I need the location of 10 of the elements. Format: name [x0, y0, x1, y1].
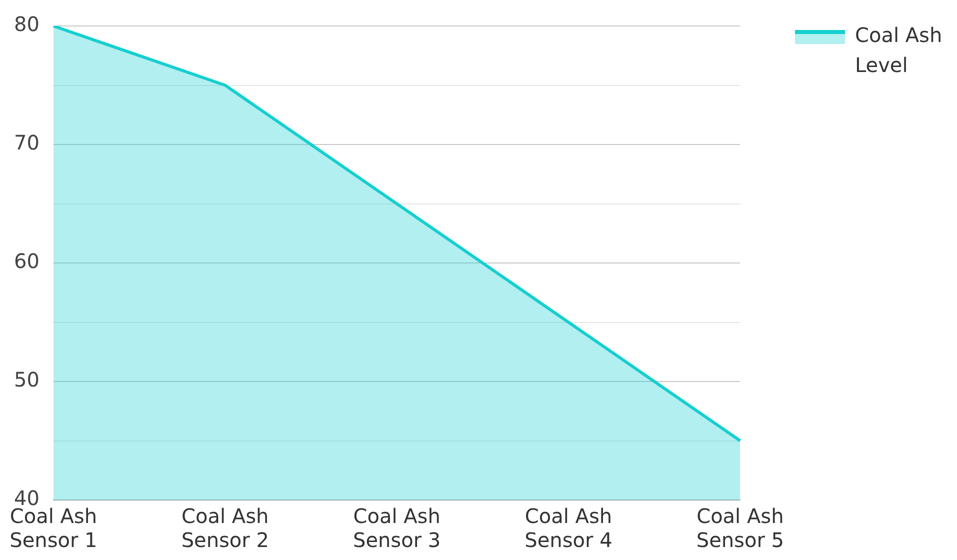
y-tick-label: 80 [14, 12, 40, 36]
y-tick-label: 50 [14, 368, 40, 392]
x-tick-label: Coal Ash Sensor 2 [181, 504, 269, 552]
x-tick-label: Coal Ash Sensor 5 [696, 504, 784, 552]
x-tick-label: Coal Ash Sensor 1 [10, 504, 98, 552]
legend-label: Coal Ash Level [855, 22, 944, 79]
x-tick-label: Coal Ash Sensor 4 [524, 504, 612, 552]
x-tick-label: Coal Ash Sensor 3 [352, 504, 441, 552]
y-tick-label: 60 [14, 249, 40, 274]
y-tick-label: 70 [14, 130, 40, 155]
